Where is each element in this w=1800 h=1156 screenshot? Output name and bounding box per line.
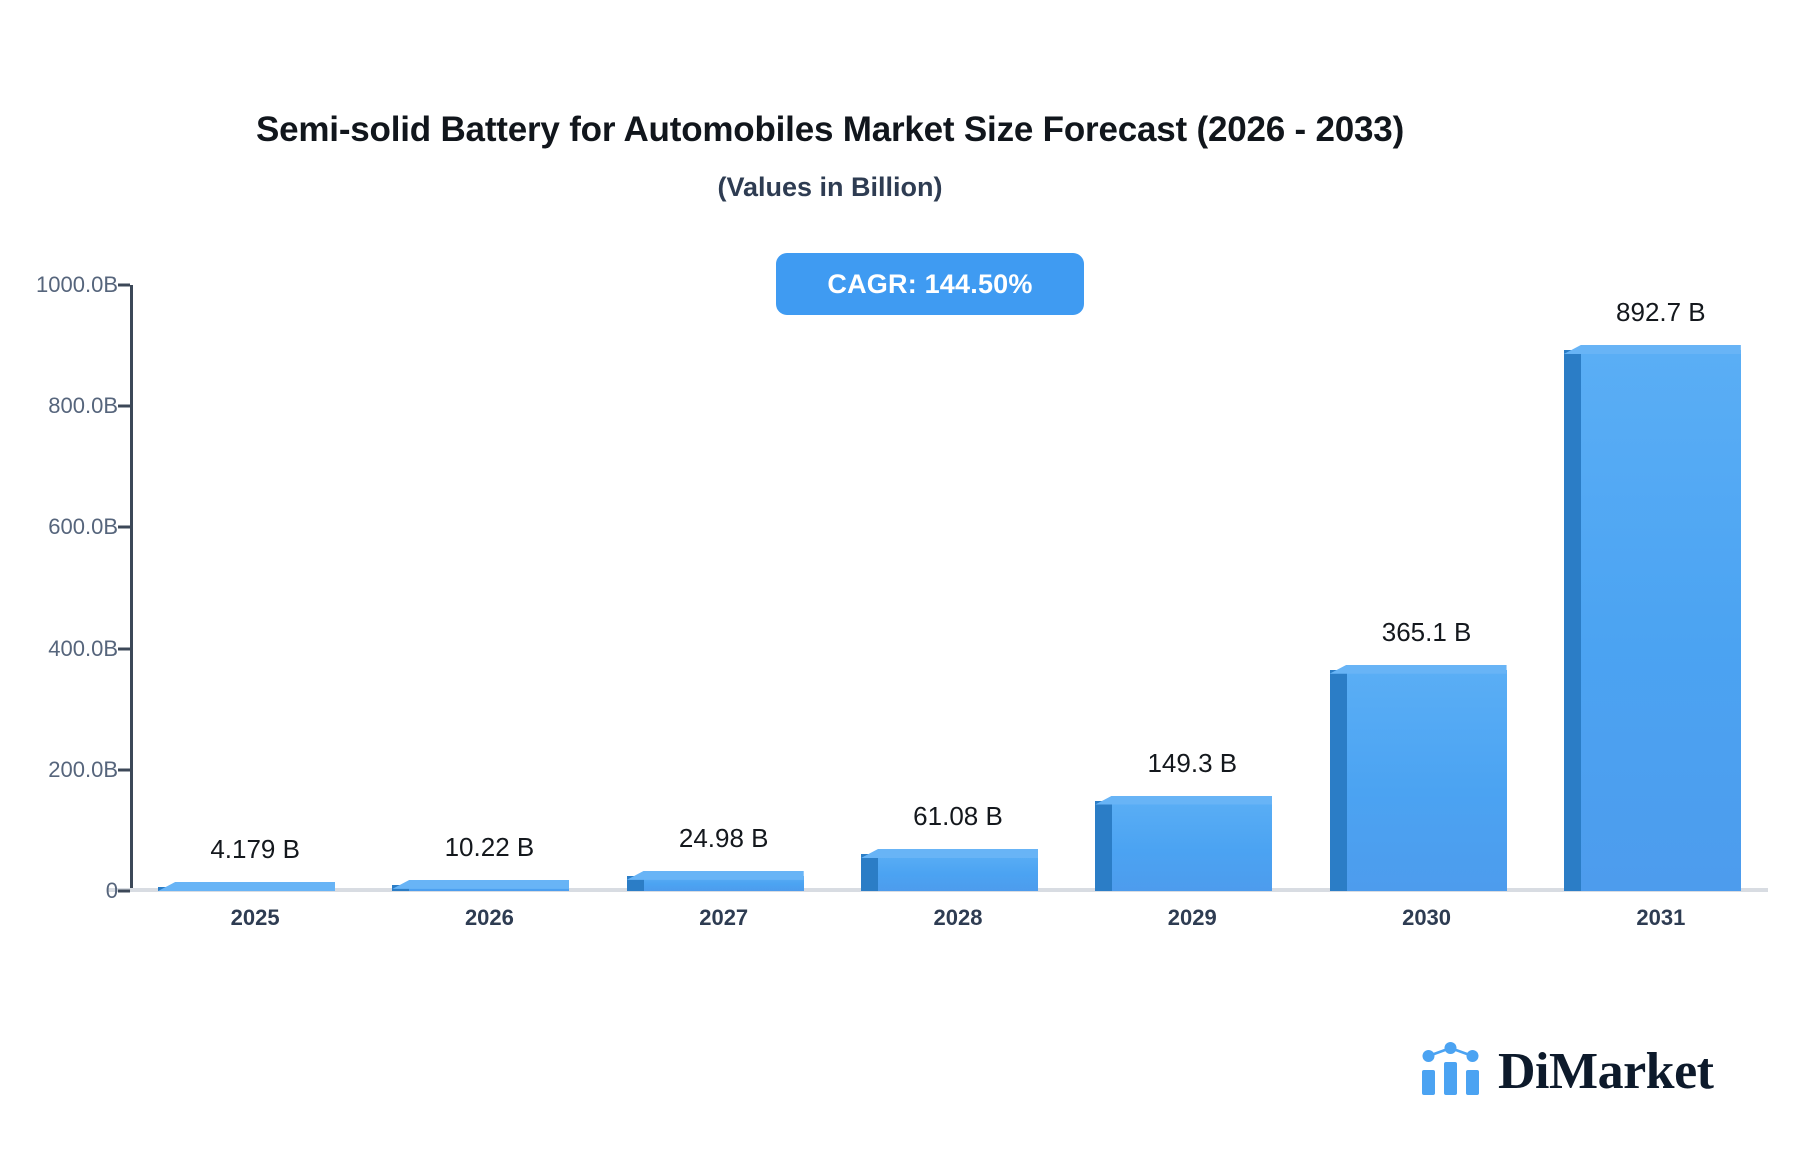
logo-wordmark: DiMarket [1498, 1042, 1714, 1100]
bar-value-label: 24.98 B [678, 822, 769, 853]
bar-top-face [392, 879, 570, 889]
x-axis-tick-label: 2026 [464, 905, 514, 930]
y-axis-tick-label: 1000.0B [36, 272, 118, 297]
y-axis-tick-mark [118, 525, 130, 529]
x-axis-tick-label: 2031 [1636, 905, 1686, 930]
bar-column[interactable]: 365.1 B [1329, 617, 1507, 891]
bar-column[interactable]: 61.08 B [861, 801, 1038, 891]
bar-top-face [1095, 795, 1273, 805]
bar-side-face [861, 854, 878, 891]
cagr-badge: CAGR: 144.50% [776, 253, 1084, 315]
bar-column[interactable]: 149.3 B [1095, 748, 1273, 891]
bar-column[interactable]: 4.179 B [158, 834, 336, 891]
bar-top-face [1563, 345, 1741, 355]
brand-logo: DiMarket [1420, 1040, 1714, 1100]
plot-area: 0 200.0B 400.0B 600.0B 800.0B 1000.0B 4.179 B… [36, 272, 1770, 903]
bar-value-label: 892.7 B [1616, 297, 1706, 328]
bar-side-face [1329, 669, 1347, 891]
bar-value-label: 4.179 B [210, 834, 300, 864]
bar-front-face [878, 854, 1038, 891]
x-axis-tick-label: 2030 [1402, 905, 1452, 930]
y-axis-tick-label: 200.0B [48, 756, 118, 782]
y-axis-ticks: 0 200.0B 400.0B 600.0B 800.0B 1000.0B [0, 272, 130, 903]
bar-top-face [861, 849, 1038, 858]
bar-side-face [1563, 350, 1581, 891]
chart-subtitle: (Values in Billion) [717, 172, 943, 202]
bar-front-face [1112, 800, 1273, 891]
bar-front-face [1580, 350, 1741, 891]
bar-value-label: 10.22 B [444, 831, 535, 862]
bar-column[interactable]: 24.98 B [626, 823, 804, 891]
x-axis-tick-label: 2028 [933, 905, 983, 930]
y-axis-tick-mark [118, 768, 130, 772]
bar-value-label: 61.08 B [913, 801, 1003, 831]
x-axis-tick-label: 2025 [230, 905, 280, 930]
y-axis-tick-label: 800.0B [48, 393, 118, 419]
y-axis-line [130, 285, 133, 891]
y-axis-tick-mark [118, 283, 130, 287]
x-axis-tick-label: 2029 [1167, 905, 1217, 930]
cagr-badge-label: CAGR: 144.50% [827, 268, 1033, 299]
bar-chart-logo-icon [1422, 1042, 1479, 1095]
bar-side-face [1095, 800, 1113, 891]
y-axis-tick-mark [118, 647, 130, 651]
bar-top-face [626, 870, 804, 880]
bar-column[interactable]: 892.7 B [1563, 297, 1741, 891]
y-axis-tick-mark [118, 889, 130, 893]
bar-series: 4.179 B 10.22 B 24.98 B 61.08 B 149.3 B 365.1… [130, 285, 1770, 891]
bar-top-face [158, 882, 336, 891]
bar-value-label: 365.1 B [1381, 616, 1472, 647]
y-axis-tick-label: 400.0B [48, 635, 118, 661]
page-title: Semi-solid Battery for Automobiles Marke… [255, 110, 1405, 149]
y-axis-tick-label: 600.0B [48, 514, 118, 540]
y-axis-tick-label: 0 [105, 878, 118, 903]
bar-top-face [1329, 664, 1507, 674]
bar-front-face [1346, 669, 1507, 891]
x-axis-tick-label: 2027 [699, 905, 749, 930]
x-axis-ticks: 2025 2026 2027 2028 2029 2030 2031 [130, 905, 1770, 945]
y-axis-tick-mark [118, 404, 130, 408]
bar-column[interactable]: 10.22 B [392, 832, 570, 891]
bar-value-label: 149.3 B [1147, 747, 1238, 778]
